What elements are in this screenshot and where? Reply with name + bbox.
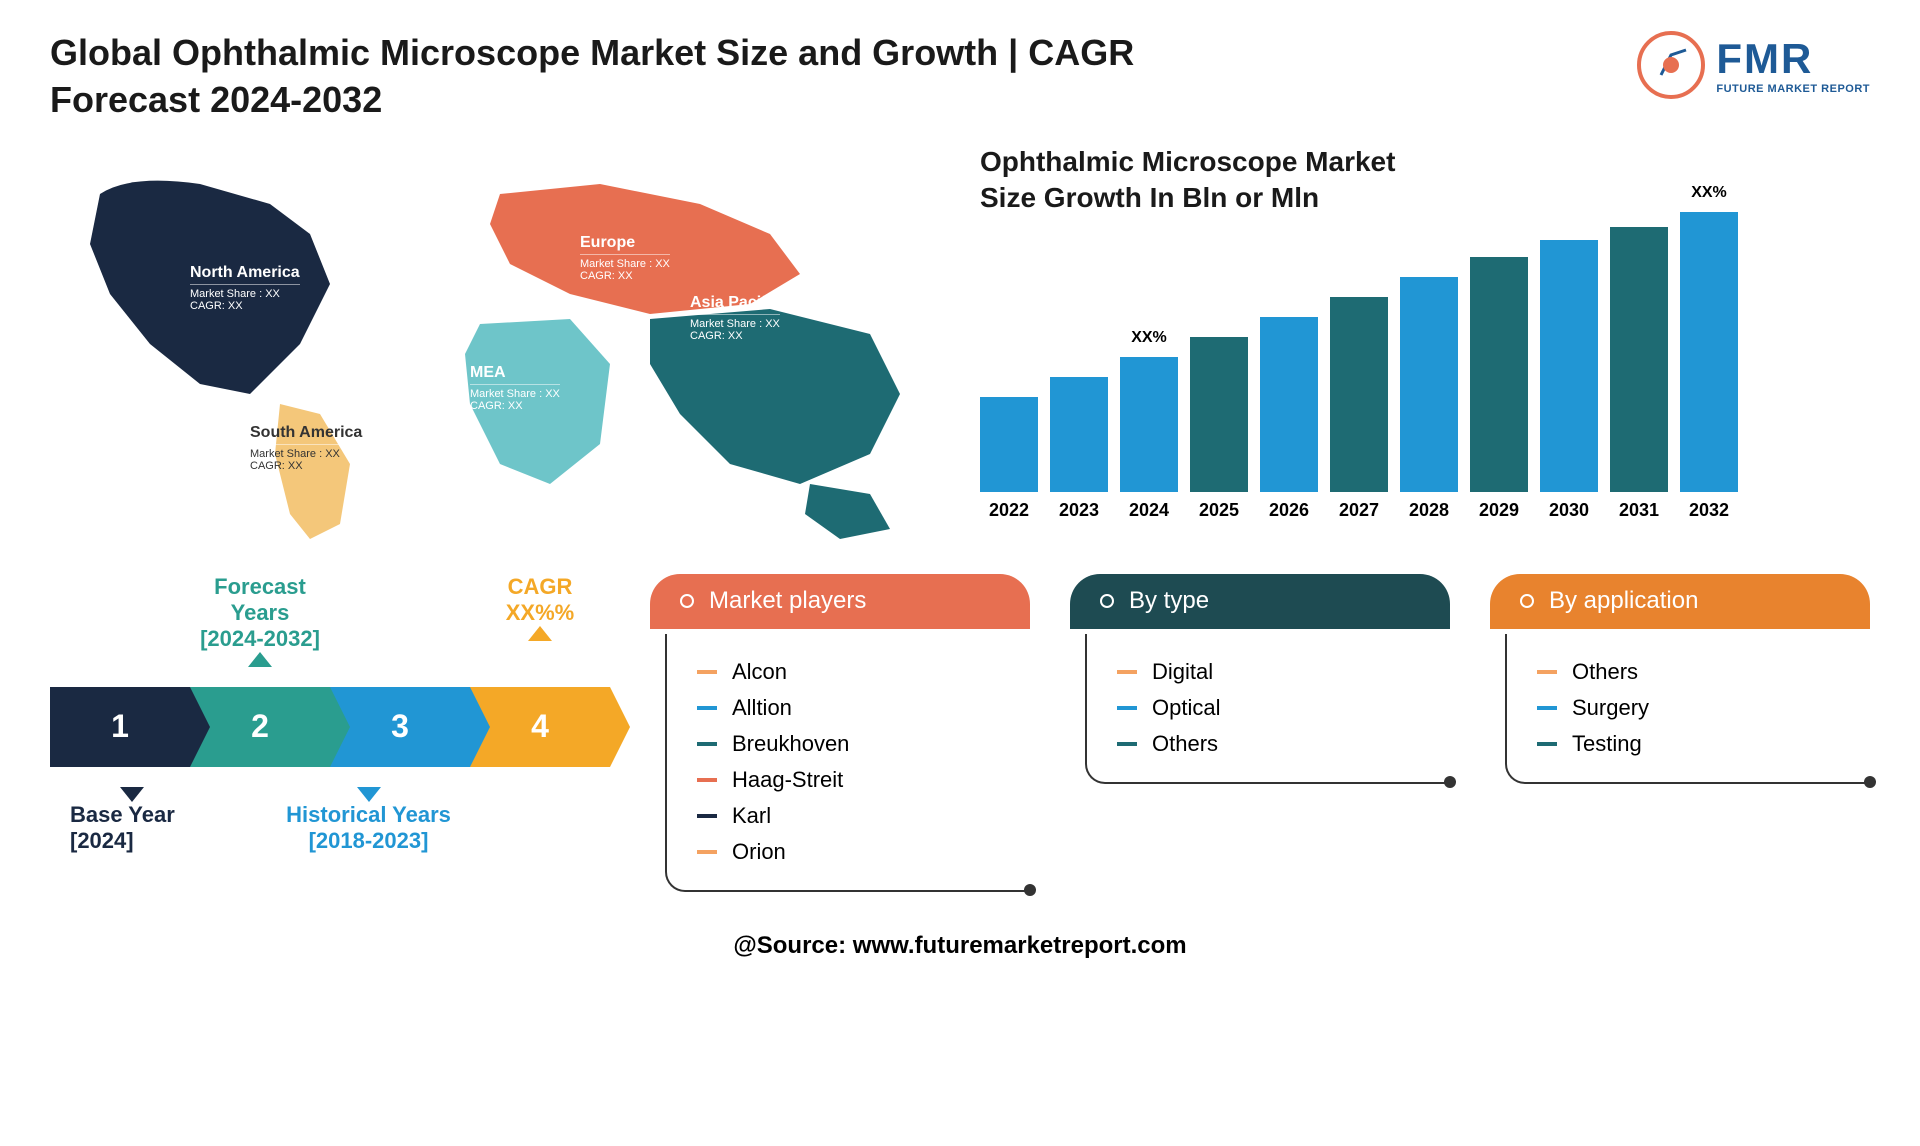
logo: FMR FUTURE MARKET REPORT: [1636, 30, 1870, 100]
timeline-seg-4: 4: [470, 687, 610, 767]
logo-text: FMR: [1716, 35, 1870, 83]
category-item: Karl: [697, 798, 1010, 834]
forecast-label: Forecast Years: [190, 574, 330, 626]
bar-item: 2029: [1470, 229, 1528, 521]
bar-item: 2030: [1540, 212, 1598, 521]
logo-subtitle: FUTURE MARKET REPORT: [1716, 83, 1870, 95]
region-label: Asia PacificMarket Share : XXCAGR: XX: [690, 294, 780, 342]
base-label: Base Year: [70, 802, 263, 828]
cagr-label: CAGR: [470, 574, 610, 600]
bar-chart: Ophthalmic Microscope Market Size Growth…: [980, 144, 1870, 544]
region-label: MEAMarket Share : XXCAGR: XX: [470, 364, 560, 412]
category-item: Testing: [1537, 726, 1850, 762]
historical-label: Historical Years: [263, 802, 475, 828]
category-box: By application OthersSurgeryTesting: [1490, 574, 1870, 892]
bar-item: 2031: [1610, 199, 1668, 521]
category-box: By type DigitalOpticalOthers: [1070, 574, 1450, 892]
timeline-seg-2: 2: [190, 687, 330, 767]
chart-title: Ophthalmic Microscope Market Size Growth…: [980, 144, 1430, 217]
source-attribution: @Source: www.futuremarketreport.com: [50, 932, 1870, 960]
category-item: Digital: [1117, 654, 1430, 690]
base-range: [2024]: [70, 828, 263, 854]
category-box: Market players AlconAlltionBreukhovenHaag…: [650, 574, 1030, 892]
timeline: Forecast Years [2024-2032] CAGR XX%% 1 2…: [50, 574, 610, 892]
forecast-range: [2024-2032]: [190, 626, 330, 652]
category-header: By application: [1490, 574, 1870, 629]
category-item: Surgery: [1537, 690, 1850, 726]
category-item: Alcon: [697, 654, 1010, 690]
category-item: Others: [1117, 726, 1430, 762]
region-label: EuropeMarket Share : XXCAGR: XX: [580, 234, 670, 282]
timeline-seg-3: 3: [330, 687, 470, 767]
historical-range: [2018-2023]: [263, 828, 475, 854]
category-header: Market players: [650, 574, 1030, 629]
logo-icon: [1636, 30, 1706, 100]
timeline-seg-1: 1: [50, 687, 190, 767]
bar-item: 2028: [1400, 249, 1458, 521]
bar-item: 2025: [1190, 309, 1248, 521]
page-title: Global Ophthalmic Microscope Market Size…: [50, 30, 1250, 124]
bar-item: 2027: [1330, 269, 1388, 521]
bar-item: 2022: [980, 369, 1038, 521]
world-map: North AmericaMarket Share : XXCAGR: XX So…: [50, 144, 950, 544]
bar-item: 2023: [1050, 349, 1108, 521]
bar-item: 2026: [1260, 289, 1318, 521]
category-header: By type: [1070, 574, 1450, 629]
bar-item: XX% 2024: [1120, 329, 1178, 521]
category-item: Alltion: [697, 690, 1010, 726]
category-item: Optical: [1117, 690, 1430, 726]
bar-item: XX% 2032: [1680, 184, 1738, 521]
category-item: Haag-Streit: [697, 762, 1010, 798]
category-item: Others: [1537, 654, 1850, 690]
cagr-value: XX%%: [470, 600, 610, 626]
category-item: Orion: [697, 834, 1010, 870]
region-label: South AmericaMarket Share : XXCAGR: XX: [250, 424, 362, 472]
region-label: North AmericaMarket Share : XXCAGR: XX: [190, 264, 300, 312]
category-item: Breukhoven: [697, 726, 1010, 762]
